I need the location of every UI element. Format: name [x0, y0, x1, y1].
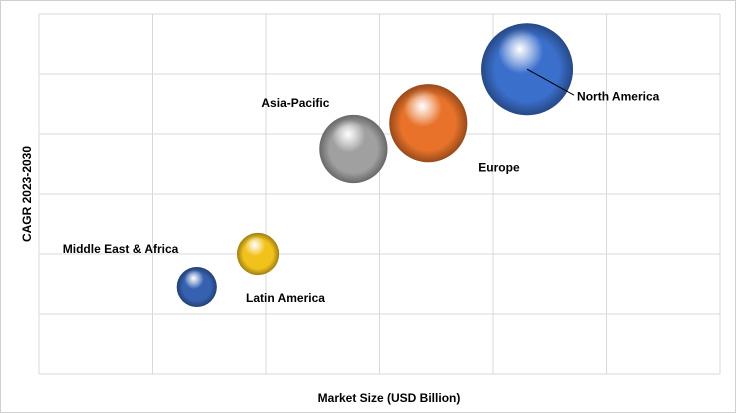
- bubble-shading: [389, 84, 468, 163]
- bubble-shading: [236, 232, 280, 276]
- bubble-shading: [319, 114, 388, 184]
- bubble-label: Latin America: [246, 291, 325, 305]
- y-axis-title: CAGR 2023-2030: [20, 146, 34, 242]
- leader-line: [526, 68, 575, 96]
- bubble-label: Europe: [478, 160, 520, 174]
- bubble-label: North America: [577, 89, 660, 103]
- bubble-label: Middle East & Africa: [63, 242, 179, 256]
- bubble-label: Asia-Pacific: [261, 96, 329, 110]
- bubble-shading: [176, 266, 217, 308]
- x-axis-title: Market Size (USD Billion): [318, 391, 461, 405]
